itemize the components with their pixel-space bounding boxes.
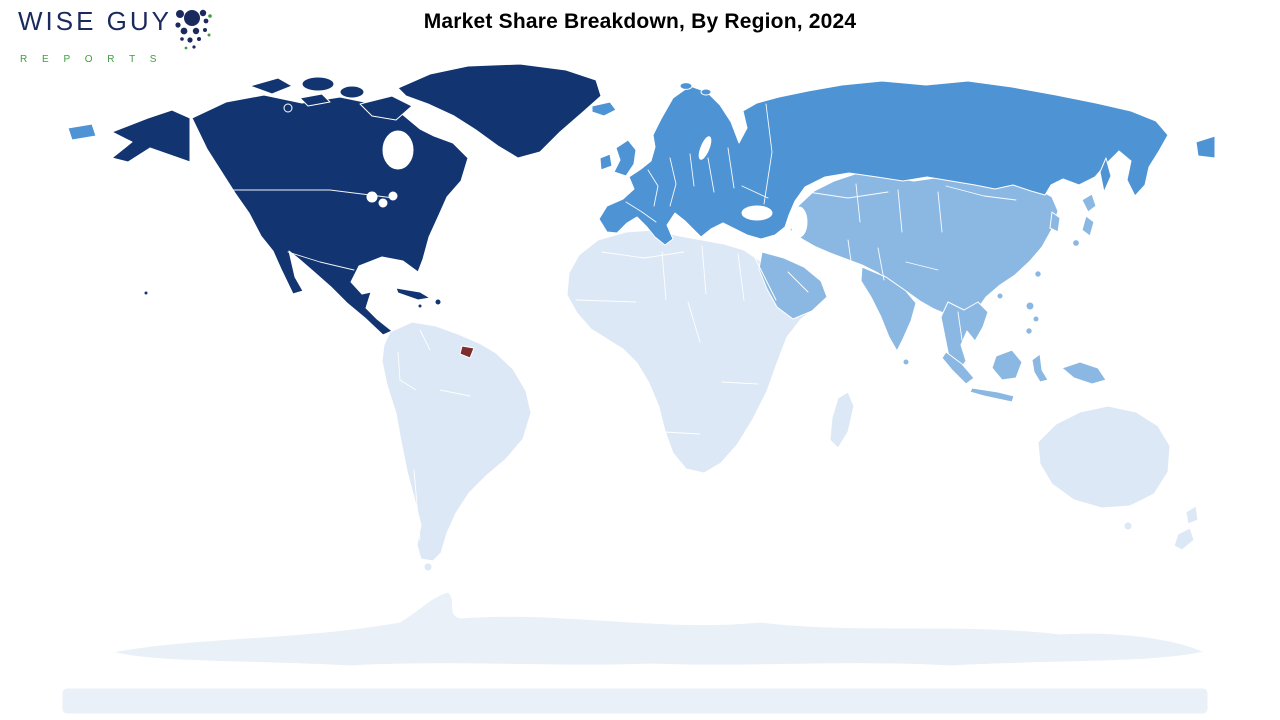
- dotted-head-icon: [175, 9, 212, 50]
- arctic-island-3: [339, 85, 365, 99]
- wise-guy-reports-logo: WISE GUY R E P O R T S: [18, 8, 214, 65]
- japan-hokkaido: [1081, 193, 1097, 213]
- baltic-sea: [698, 136, 712, 160]
- region-europe-russia: [67, 80, 1216, 246]
- region-antarctica: [61, 591, 1209, 715]
- jamaica: [417, 303, 423, 309]
- country-south-america: [381, 321, 532, 562]
- asia-mainland: [789, 172, 1059, 318]
- sakhalin: [1099, 157, 1112, 193]
- chart-title: Market Share Breakdown, By Region, 2024: [423, 10, 857, 33]
- chukotka-west-sliver: [67, 123, 97, 141]
- region-asia-pacific: [758, 172, 1107, 403]
- country-india: [860, 266, 917, 352]
- tierra-del-fuego: [423, 562, 433, 572]
- country-iceland: [591, 101, 617, 117]
- red-sea: [753, 255, 777, 301]
- inland-seas: [366, 130, 808, 301]
- philippines-mindanao: [1025, 327, 1033, 335]
- svalbard-west: [679, 82, 693, 90]
- logo-wordmark: WISE GUY: [18, 6, 173, 36]
- arctic-island-2: [301, 76, 335, 92]
- svalbard-east: [700, 88, 712, 96]
- arctic-island-5: [283, 103, 293, 113]
- sumatra: [941, 351, 975, 385]
- great-lake-2: [378, 198, 388, 208]
- great-lake-1: [366, 191, 378, 203]
- sri-lanka: [902, 358, 910, 366]
- new-zealand-north: [1185, 505, 1199, 525]
- country-australia: [1037, 405, 1171, 509]
- country-africa: [566, 229, 818, 474]
- philippines-visayas: [1032, 315, 1040, 323]
- borneo: [991, 349, 1023, 381]
- indochina-malay: [940, 301, 989, 374]
- new-guinea: [1061, 361, 1107, 385]
- japan-honshu: [1081, 215, 1095, 237]
- arctic-island-1: [249, 77, 293, 95]
- country-uk: [613, 139, 637, 177]
- arabian-peninsula: [758, 251, 828, 320]
- japan-kyushu: [1072, 239, 1080, 247]
- hainan: [996, 292, 1004, 300]
- hawaii: [143, 290, 149, 296]
- region-rest-of-world: [381, 229, 1199, 572]
- country-ireland: [599, 153, 613, 171]
- country-cuba: [395, 287, 431, 301]
- sulawesi: [1031, 353, 1049, 383]
- country-madagascar: [829, 391, 855, 449]
- new-zealand-south: [1173, 527, 1195, 551]
- country-antarctica: [111, 591, 1205, 667]
- hispaniola: [434, 298, 442, 306]
- caspian-sea: [790, 206, 808, 238]
- hudson-bay: [382, 130, 414, 170]
- country-alaska: [111, 109, 191, 163]
- black-sea: [741, 205, 773, 221]
- baffin-island: [359, 95, 413, 121]
- region-north-america: [111, 63, 602, 336]
- territory-french-guiana: [459, 345, 475, 359]
- java: [969, 387, 1015, 403]
- chukotka-east-sliver: [1195, 135, 1216, 159]
- great-lake-3: [388, 191, 398, 201]
- country-greenland: [397, 63, 602, 159]
- tasmania: [1123, 521, 1133, 531]
- antarctica-lower-band: [61, 687, 1209, 715]
- korea: [1049, 211, 1061, 233]
- taiwan: [1034, 270, 1042, 278]
- country-borders: [189, 103, 1017, 541]
- philippines-luzon: [1025, 301, 1035, 311]
- arctic-island-4: [299, 93, 331, 107]
- logo-tagline: R E P O R T S: [20, 54, 163, 65]
